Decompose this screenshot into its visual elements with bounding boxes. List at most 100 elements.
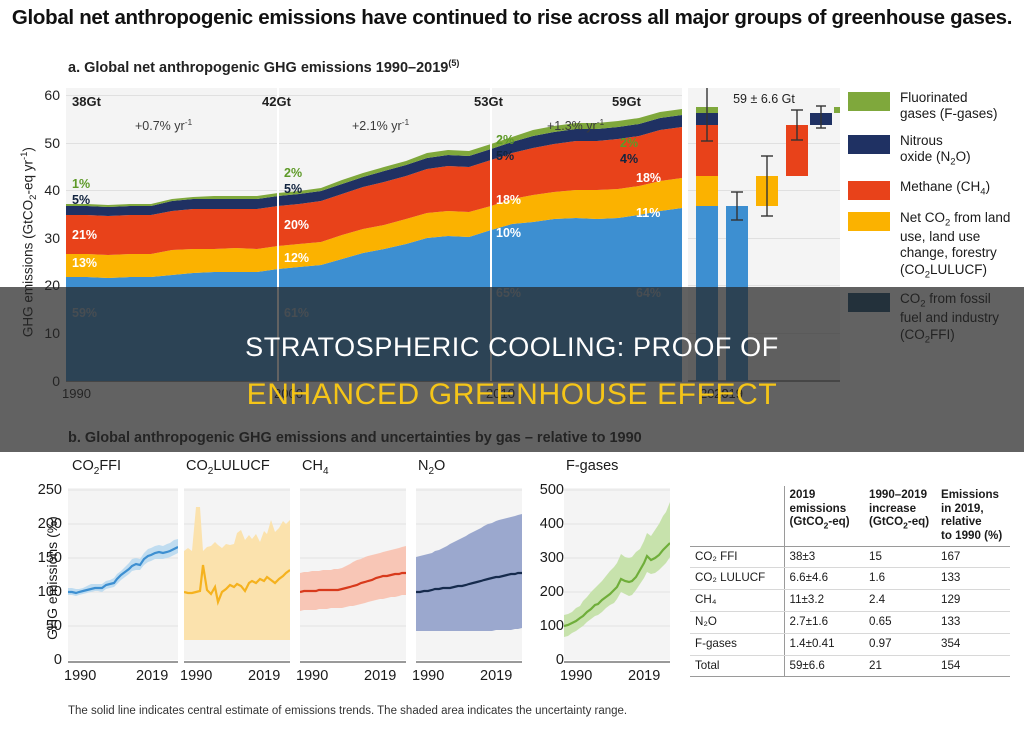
panel-a-y-axis-label: GHG emissions (GtCO2-eq yr-1) (18, 147, 40, 338)
cell-emissions: 1.4±0.41 (783, 633, 864, 656)
mini-xaxis-n2o (416, 661, 522, 663)
area-ch4 (66, 127, 682, 255)
total-1990: 38Gt (72, 94, 101, 109)
table-row: Total 59±6.6 21 154 (690, 655, 1010, 678)
share-2019-ffi: 64% (636, 286, 662, 300)
legend-item-fgases[interactable]: Fluorinated gases (F-gases) (848, 90, 1024, 123)
bar-total-lulucf (696, 176, 718, 206)
mini-chart-fgases (563, 488, 671, 660)
share-1990-n2o: 5% (72, 193, 91, 207)
fgases-y-tick-300: 300 (539, 550, 564, 566)
mini-xtick-n2o-end: 2019 (480, 668, 513, 684)
legend-item-n2o[interactable]: Nitrous oxide (N2O) (848, 133, 1024, 169)
share-2000-n2o: 5% (284, 182, 303, 196)
cell-emissions: 11±3.2 (783, 589, 864, 613)
line-fgases (563, 542, 671, 628)
share-2000-lulucf: 12% (284, 251, 310, 265)
growth-rate-2000-2010: +2.1% yr-1 (352, 117, 410, 134)
panel-b-y-tick-250: 250 (37, 482, 62, 498)
cell-increase: 0.65 (864, 611, 936, 634)
share-2000-ffi: 61% (284, 306, 310, 320)
summary-table: 2019 emissions (GtCO2-eq) 1990–2019 increas… (690, 486, 1010, 678)
mini-svg-ch4 (299, 489, 406, 627)
y-tick-20: 20 (44, 277, 60, 293)
table-row: CO₂ FFI 38±3 15 167 (690, 546, 1010, 569)
mini-xaxis-ch4 (300, 661, 406, 663)
mini-svg-n2o (416, 489, 522, 631)
cell-gas: Total (690, 655, 784, 678)
table-header-relative: Emissions in 2019, relative to 1990 (%) (936, 486, 1010, 547)
cell-relative: 129 (936, 589, 1010, 613)
share-1990-fgases: 1% (72, 177, 91, 191)
panel-b-y-tick-0: 0 (53, 652, 62, 668)
mini-xtick-co2lulucf-start: 1990 (180, 668, 213, 684)
mini-chart-co2lulucf (183, 488, 291, 660)
band-co2lulucf (184, 507, 290, 640)
mini-xtick-ch4-start: 1990 (296, 668, 329, 684)
bar-fgases (834, 107, 840, 113)
separator-2000 (277, 88, 279, 381)
band-co2ffi (68, 539, 178, 596)
legend-label-n2o: Nitrous oxide (N2O) (900, 132, 971, 169)
cell-relative: 154 (936, 655, 1010, 678)
share-1990-ffi: 59% (72, 306, 98, 320)
errorbar-n2o (816, 105, 826, 129)
legend-swatch-ch4 (848, 180, 890, 200)
errorbar-total (701, 88, 713, 142)
mini-xaxis-co2ffi (68, 661, 178, 663)
share-2010-ffi: 65% (496, 286, 522, 300)
fgases-y-tick-100: 100 (539, 618, 564, 634)
panel-a-title: a. Global net anthropogenic GHG emission… (68, 58, 459, 76)
share-2019-n2o: 4% (620, 152, 639, 166)
legend-swatch-lulucf (848, 211, 890, 231)
mini-svg-fgases (563, 489, 671, 637)
legend-label-lulucf: Net CO2 from land use, land use change, fo… (900, 209, 1011, 281)
panel-a-legend: Fluorinated gases (F-gases) Nitrous oxide … (848, 90, 1024, 356)
mini-title-co2ffi: CO2FFI (72, 458, 122, 477)
share-2010-n2o: 5% (496, 149, 515, 163)
band-n2o (416, 514, 522, 631)
mini-svg-co2lulucf (183, 489, 291, 640)
share-2019-fgases: 2% (620, 136, 639, 150)
mini-xtick-fgases-start: 1990 (560, 668, 593, 684)
legend-item-ch4[interactable]: Methane (CH4) (848, 179, 1024, 200)
share-2010-lulucf: 10% (496, 226, 522, 240)
fgases-y-tick-0: 0 (555, 652, 564, 668)
errorbar-co2lulucf (761, 155, 773, 217)
line-co2ffi (68, 546, 179, 595)
bar-total-ch4 (696, 125, 718, 176)
line-n2o (416, 571, 522, 594)
mini-title-n2o: N2O (418, 458, 446, 477)
panel-b-y-tick-50: 50 (45, 618, 62, 634)
panel-b-y-tick-100: 100 (37, 584, 62, 600)
overlay-headline-line1: STRATOSPHERIC COOLING: PROOF OF (245, 332, 779, 362)
mini-xtick-fgases-end: 2019 (628, 668, 661, 684)
line-co2lulucf (183, 564, 291, 606)
cell-increase: 21 (864, 655, 936, 678)
table-header-row: 2019 emissions (GtCO2-eq) 1990–2019 increas… (690, 486, 1010, 547)
panel-b-y-axis: 0 50 100 150 200 250 (10, 482, 68, 668)
panel-b-y-axis-fgases: 0 100 200 300 400 500 (528, 482, 570, 668)
table-row: N₂O 2.7±1.6 0.65 133 (690, 611, 1010, 634)
line-ch4 (299, 571, 406, 594)
cell-relative: 167 (936, 546, 1010, 569)
cell-relative: 354 (936, 633, 1010, 656)
mini-title-ch4: CH4 (302, 458, 329, 477)
legend-item-lulucf[interactable]: Net CO2 from land use, land use change, fo… (848, 210, 1024, 281)
page-title: Global net anthropogenic emissions have … (11, 6, 1013, 29)
panel-b-title: b. Global anthropogenic GHG emissions an… (68, 430, 642, 446)
mini-xtick-ch4-end: 2019 (364, 668, 397, 684)
cell-relative: 133 (936, 567, 1010, 591)
mini-xaxis-fgases (564, 661, 670, 663)
panel-a-title-superscript: (5) (448, 58, 460, 68)
mini-chart-co2ffi (68, 488, 179, 660)
y-tick-40: 40 (44, 182, 60, 198)
cell-gas: CO₂ FFI (690, 546, 784, 569)
mini-xaxis-co2lulucf (184, 661, 290, 663)
legend-swatch-fgases (848, 92, 890, 111)
errorbar-ch4 (791, 109, 803, 141)
y-tick-50: 50 (44, 135, 60, 151)
area-fgases (66, 109, 682, 207)
cell-increase: 2.4 (864, 589, 936, 613)
share-1990-lulucf: 13% (72, 256, 98, 270)
